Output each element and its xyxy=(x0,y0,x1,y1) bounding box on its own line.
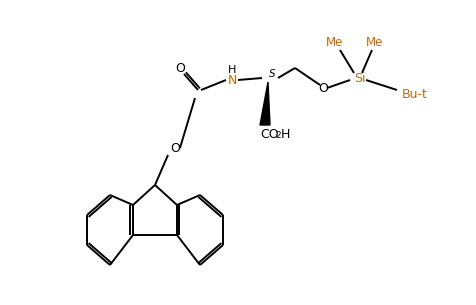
Text: H: H xyxy=(280,127,290,141)
Text: CO: CO xyxy=(259,127,278,141)
Text: Me: Me xyxy=(326,35,343,48)
Text: H: H xyxy=(228,65,236,75)
Text: Si: Si xyxy=(354,71,365,84)
Text: O: O xyxy=(170,142,179,155)
Text: S: S xyxy=(268,69,275,79)
Text: O: O xyxy=(175,62,185,74)
Text: O: O xyxy=(317,81,327,95)
Text: N: N xyxy=(227,74,236,87)
Text: Me: Me xyxy=(366,35,383,48)
Polygon shape xyxy=(259,82,269,125)
Text: Bu-t: Bu-t xyxy=(401,88,427,102)
Text: 2: 2 xyxy=(275,131,280,141)
